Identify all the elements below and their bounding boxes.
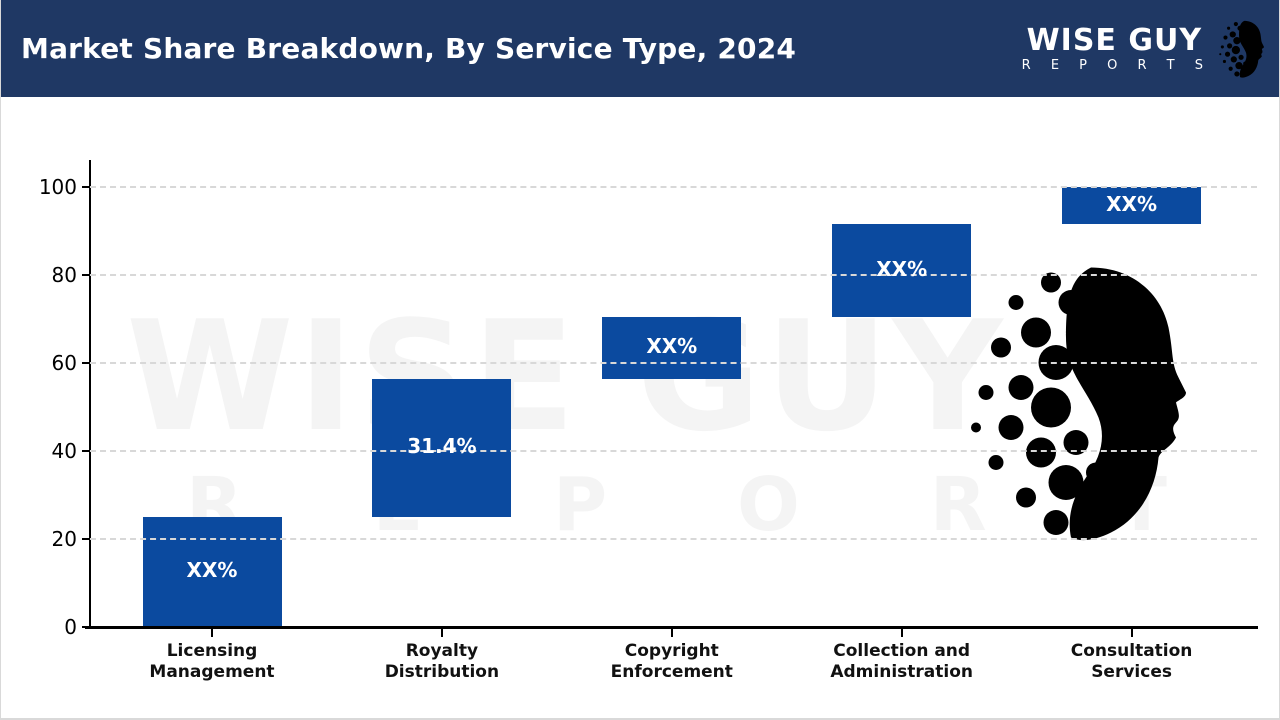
x-category-label-line: Administration (830, 662, 973, 683)
x-category-label-line: Licensing (166, 641, 258, 661)
x-category-label-line: Services (1091, 662, 1172, 683)
x-tick-mark (670, 629, 673, 637)
y-axis-line (89, 160, 91, 627)
y-tick-label: 60 (51, 351, 77, 375)
bar-value-label: XX% (646, 333, 698, 358)
bar-value-label: XX% (1106, 191, 1158, 216)
brand-name: WISE GUY (1026, 22, 1203, 58)
gridline-100 (90, 186, 1257, 188)
y-tick-label: 80 (51, 263, 77, 287)
y-tick-mark (82, 450, 90, 452)
bar-segment (832, 224, 972, 317)
brand-subtitle: R E P O R T S (1021, 57, 1211, 73)
x-category-label: Collection and Administration (787, 641, 1017, 684)
y-tick-mark (82, 626, 90, 628)
y-tick-mark (82, 274, 90, 276)
x-tick-mark (440, 629, 443, 637)
x-category-label-line: Copyright (624, 641, 719, 661)
y-tick-label: 20 (51, 527, 77, 551)
x-category-label-line: Royalty (405, 641, 479, 661)
watermark-text-1: WISE GUY (126, 288, 1007, 465)
x-tick-mark (900, 629, 903, 637)
x-category-label: Licensing Management (97, 641, 327, 684)
header-bar: Market Share Breakdown, By Service Type,… (1, 0, 1279, 97)
page-title: Market Share Breakdown, By Service Type,… (21, 32, 797, 65)
gridline-80 (90, 274, 1257, 276)
y-tick-label: 0 (64, 615, 77, 639)
bar-segment (142, 517, 282, 627)
gridline-40 (90, 450, 1257, 452)
x-category-label-line: Management (149, 662, 275, 683)
brand-logo: WISE GUY R E P O R T S (1018, 10, 1279, 88)
x-category-label: Royalty Distribution (327, 641, 557, 684)
x-category-label: Consultation Services (1017, 641, 1247, 684)
x-tick-mark (1130, 629, 1133, 637)
y-tick-label: 40 (51, 439, 77, 463)
x-axis-line (85, 626, 1258, 629)
y-tick-mark (82, 186, 90, 188)
x-category-label-line: Distribution (384, 662, 500, 683)
y-tick-label: 100 (38, 175, 77, 199)
x-tick-mark (211, 629, 213, 637)
x-category-label-line: Enforcement (610, 662, 733, 683)
waterfall-chart: 0 20 40 60 80 100 XX% Licensing Management 31.4% R… (1, 97, 1279, 718)
brand-logo-text: WISE GUY R E P O R T S (1018, 22, 1211, 73)
gridline-20 (90, 538, 1257, 540)
bar-value-label: 31.4% (407, 433, 477, 458)
y-tick-mark (82, 362, 90, 364)
dotted-head-logo-icon (1219, 20, 1264, 78)
gridline-60 (90, 362, 1257, 364)
bar-segment (1062, 187, 1202, 225)
bar-segment (372, 378, 512, 517)
bar-value-label: XX% (186, 558, 238, 582)
bar-segment (602, 316, 742, 379)
y-tick-mark (82, 538, 90, 540)
x-category-label: Copyright Enforcement (557, 641, 787, 684)
bar-value-label: XX% (876, 256, 928, 281)
x-category-label-line: Collection and (833, 641, 971, 661)
watermark-head-icon (971, 267, 1186, 541)
x-category-label-line: Consultation (1070, 641, 1193, 661)
